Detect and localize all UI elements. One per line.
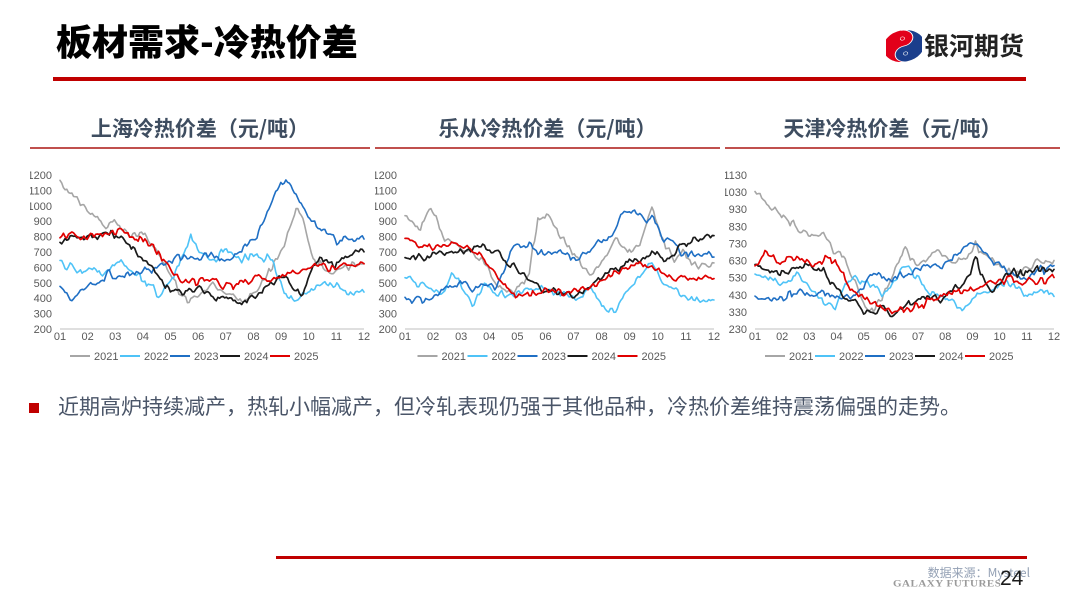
svg-text:2024: 2024 [939, 351, 963, 363]
svg-text:2025: 2025 [642, 351, 666, 363]
svg-text:09: 09 [624, 331, 636, 343]
svg-text:700: 700 [34, 247, 52, 259]
svg-text:04: 04 [137, 331, 149, 343]
svg-text:10: 10 [303, 331, 315, 343]
svg-text:800: 800 [34, 232, 52, 244]
svg-text:05: 05 [511, 331, 523, 343]
svg-text:08: 08 [595, 331, 607, 343]
svg-text:06: 06 [539, 331, 551, 343]
svg-text:930: 930 [729, 204, 747, 216]
svg-text:07: 07 [567, 331, 579, 343]
svg-text:230: 230 [729, 324, 747, 336]
svg-text:11: 11 [331, 331, 342, 343]
svg-text:01: 01 [399, 331, 411, 343]
svg-text:630: 630 [729, 256, 747, 268]
svg-text:1030: 1030 [725, 187, 747, 199]
svg-text:400: 400 [34, 293, 52, 305]
svg-text:1000: 1000 [30, 201, 52, 213]
svg-text:1100: 1100 [375, 185, 397, 197]
svg-text:2024: 2024 [244, 351, 268, 363]
svg-text:830: 830 [729, 221, 747, 233]
svg-text:08: 08 [939, 331, 951, 343]
svg-text:12: 12 [1048, 331, 1060, 343]
svg-text:04: 04 [483, 331, 495, 343]
svg-text:12: 12 [358, 331, 370, 343]
svg-text:2023: 2023 [542, 351, 566, 363]
svg-text:04: 04 [830, 331, 842, 343]
svg-text:2024: 2024 [592, 351, 616, 363]
svg-text:200: 200 [34, 324, 52, 336]
svg-text:700: 700 [379, 247, 397, 259]
svg-text:1000: 1000 [375, 201, 397, 213]
svg-text:400: 400 [379, 293, 397, 305]
svg-text:02: 02 [776, 331, 788, 343]
svg-text:03: 03 [455, 331, 467, 343]
svg-text:1200: 1200 [375, 170, 397, 182]
svg-text:500: 500 [34, 278, 52, 290]
svg-text:1130: 1130 [725, 170, 747, 182]
svg-text:01: 01 [54, 331, 66, 343]
svg-text:07: 07 [220, 331, 232, 343]
svg-text:2023: 2023 [889, 351, 913, 363]
svg-text:1100: 1100 [30, 185, 52, 197]
svg-text:2023: 2023 [194, 351, 218, 363]
svg-text:08: 08 [247, 331, 259, 343]
svg-text:2025: 2025 [989, 351, 1013, 363]
svg-text:09: 09 [275, 331, 287, 343]
svg-text:900: 900 [379, 216, 397, 228]
svg-text:2022: 2022 [144, 351, 168, 363]
svg-text:12: 12 [708, 331, 720, 343]
svg-text:06: 06 [192, 331, 204, 343]
svg-text:900: 900 [34, 216, 52, 228]
svg-text:10: 10 [652, 331, 664, 343]
svg-text:500: 500 [379, 278, 397, 290]
svg-text:06: 06 [885, 331, 897, 343]
svg-text:09: 09 [966, 331, 978, 343]
svg-text:2025: 2025 [294, 351, 318, 363]
svg-text:2022: 2022 [839, 351, 863, 363]
svg-text:03: 03 [109, 331, 121, 343]
svg-text:03: 03 [803, 331, 815, 343]
svg-text:2022: 2022 [492, 351, 516, 363]
svg-text:10: 10 [993, 331, 1005, 343]
svg-text:300: 300 [34, 309, 52, 321]
svg-text:2021: 2021 [94, 351, 118, 363]
svg-text:600: 600 [379, 262, 397, 274]
svg-text:430: 430 [729, 290, 747, 302]
svg-text:05: 05 [164, 331, 176, 343]
svg-text:11: 11 [1021, 331, 1032, 343]
svg-text:01: 01 [749, 331, 761, 343]
svg-text:730: 730 [729, 238, 747, 250]
svg-text:2021: 2021 [789, 351, 813, 363]
svg-text:1200: 1200 [30, 170, 52, 182]
svg-text:600: 600 [34, 262, 52, 274]
svg-text:07: 07 [912, 331, 924, 343]
svg-text:530: 530 [729, 273, 747, 285]
svg-text:11: 11 [680, 331, 691, 343]
svg-text:300: 300 [379, 309, 397, 321]
svg-text:330: 330 [729, 307, 747, 319]
svg-text:02: 02 [81, 331, 93, 343]
svg-text:05: 05 [858, 331, 870, 343]
svg-text:800: 800 [379, 232, 397, 244]
svg-text:2021: 2021 [442, 351, 466, 363]
svg-text:02: 02 [427, 331, 439, 343]
svg-text:200: 200 [379, 324, 397, 336]
